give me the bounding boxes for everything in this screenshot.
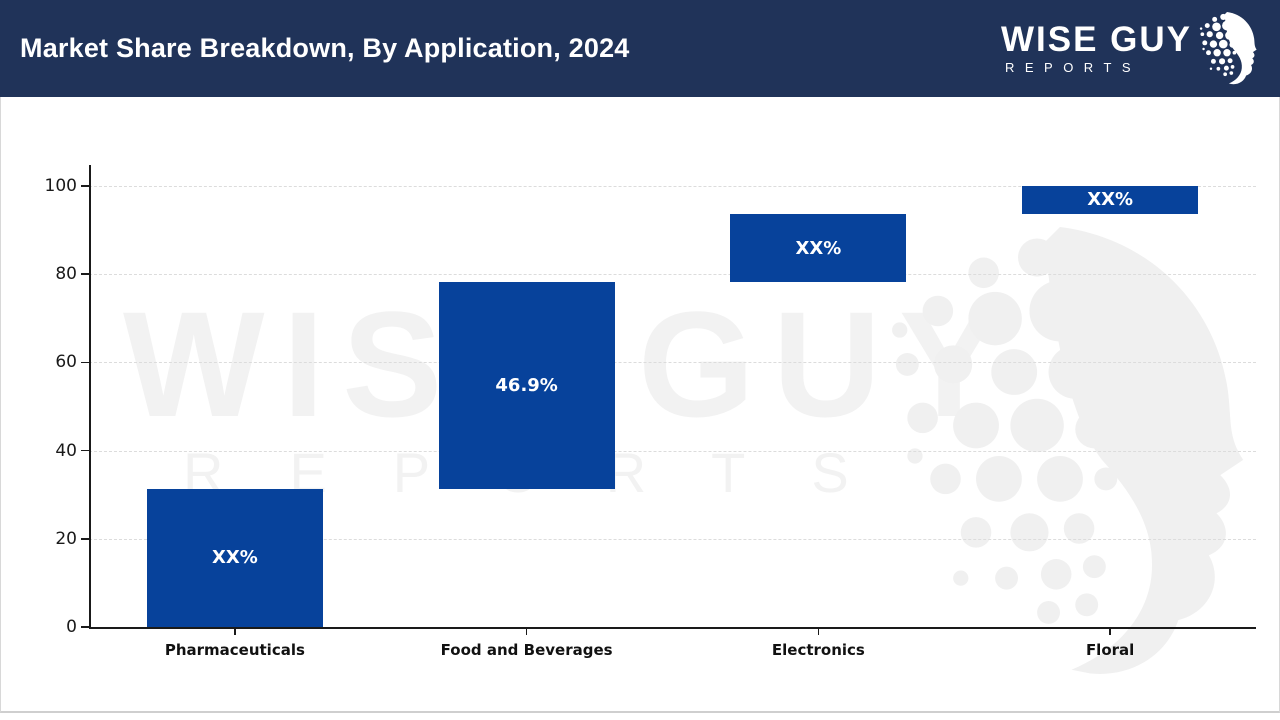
y-tick-label-100: 100 (44, 176, 77, 196)
x-tick-2 (817, 629, 820, 635)
x-tick-1 (525, 629, 528, 635)
watermark-face-icon (892, 227, 1244, 674)
x-tick-0 (234, 629, 236, 635)
bar-floral: XX% (1022, 186, 1199, 214)
page-title: Market Share Breakdown, By Application, … (20, 33, 630, 63)
header: Market Share Breakdown, By Application, … (0, 0, 1280, 97)
gridline-40 (89, 450, 1256, 452)
y-tick-0 (81, 626, 89, 628)
y-tick-60 (81, 361, 89, 364)
x-category-label-3: Floral (1085, 641, 1135, 659)
bar-food-and-beverages: 46.9% (438, 282, 615, 489)
gridline-100 (89, 186, 1256, 187)
gridline-20 (89, 538, 1256, 540)
gridline-60 (89, 362, 1256, 364)
y-tick-label-60: 60 (55, 352, 77, 373)
x-category-label-1: Food and Beverages (440, 641, 613, 659)
logo-brand-text: WISE GUY (1000, 20, 1192, 59)
x-category-label-0: Pharmaceuticals (164, 641, 305, 659)
y-tick-label-20: 20 (55, 528, 77, 549)
y-tick-label-80: 80 (55, 264, 77, 285)
bar-value-label-0: XX% (211, 547, 258, 569)
y-tick-20 (81, 538, 89, 540)
bar-pharmaceuticals: XX% (146, 488, 323, 627)
y-tick-80 (81, 273, 89, 275)
logo-face-icon (1199, 11, 1257, 84)
chart-area: WISE GUY REPORTS 020406080100Pharmaceuti… (0, 97, 1280, 713)
y-tick-label-0: 0 (66, 617, 77, 637)
x-axis-line (89, 627, 1256, 629)
brand-logo: WISE GUY REPORTS (1001, 11, 1258, 86)
y-tick-100 (81, 185, 89, 187)
x-category-label-2: Electronics (771, 641, 865, 659)
logo-reports-text: REPORTS (1004, 60, 1142, 75)
bar-value-label-1: 46.9% (495, 375, 558, 397)
bar-electronics: XX% (730, 214, 907, 283)
y-tick-40 (81, 449, 89, 452)
gridline-80 (89, 274, 1256, 276)
bar-value-label-2: XX% (795, 237, 842, 259)
bar-value-label-3: XX% (1087, 189, 1134, 211)
y-axis-line (89, 165, 91, 629)
x-tick-3 (1109, 629, 1111, 635)
y-tick-label-40: 40 (55, 440, 77, 461)
logo-text: WISE GUY REPORTS (1001, 22, 1192, 75)
